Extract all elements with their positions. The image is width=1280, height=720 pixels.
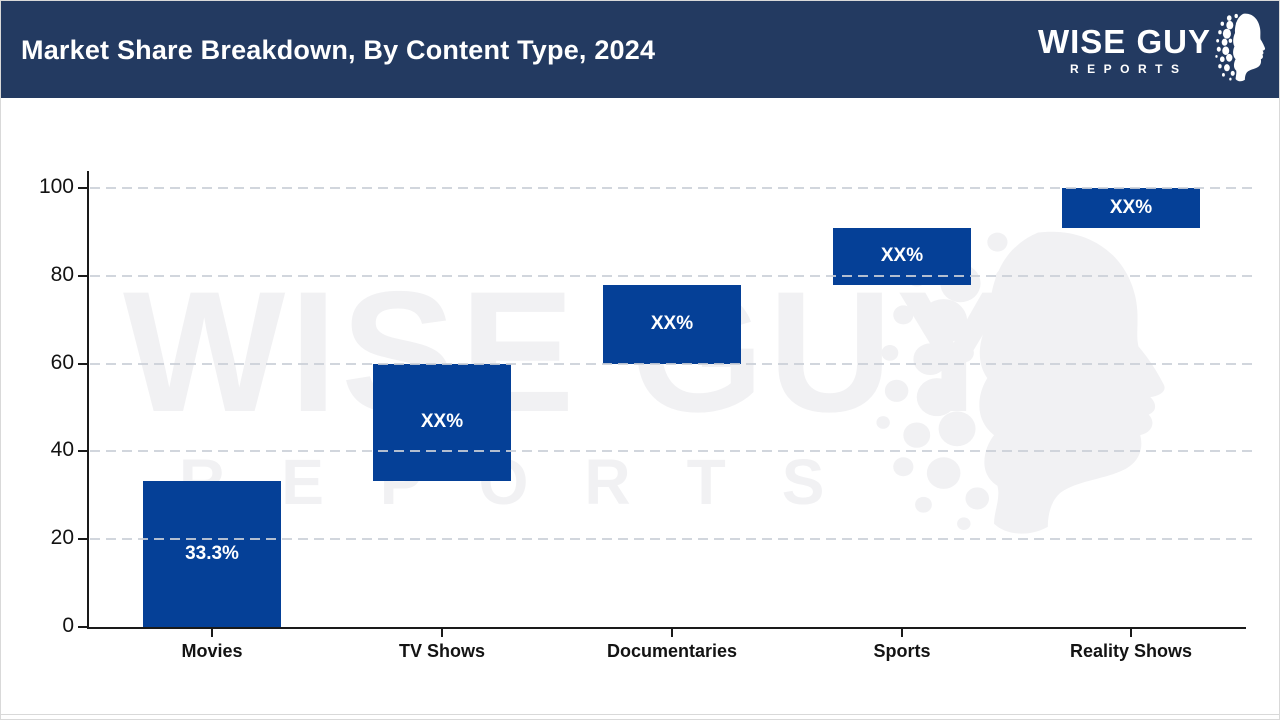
bar-movies: 33.3% (143, 480, 281, 627)
bar-reality-shows: XX% (1062, 188, 1200, 228)
gridline-40 (90, 450, 1256, 453)
y-tick-label-80: 80 (50, 262, 74, 286)
bar-value-label: XX% (880, 245, 924, 267)
brand-name: WISE GUY (1037, 22, 1211, 60)
bar-value-label: XX% (650, 313, 694, 335)
y-tick-label-40: 40 (50, 438, 74, 462)
bar-documentaries: XX% (603, 284, 741, 364)
x-tick-4 (1130, 629, 1132, 637)
x-tick-2 (671, 629, 673, 637)
gridline-100 (90, 187, 1256, 189)
y-tick-40 (78, 450, 87, 453)
y-tick-label-60: 60 (50, 350, 74, 374)
y-tick-20 (78, 538, 87, 541)
gridline-80 (90, 274, 1256, 277)
brand-logo: WISE GUY REPORTS (1038, 7, 1271, 93)
watermark-text-2: REPORTS (179, 446, 881, 518)
chart-plot-area: WISE GUY REPORTS 33.3% XX% XX% XX% XX% 0 20 40 6… (1, 98, 1279, 714)
x-tick-label-0: Movies (181, 641, 243, 661)
brand-logo-text: WISE GUY REPORTS (1038, 25, 1211, 76)
x-tick-label-1: TV Shows (398, 641, 485, 661)
y-tick-100 (78, 187, 87, 189)
x-axis-line (87, 627, 1246, 629)
x-tick-3 (901, 629, 903, 637)
y-tick-label-0: 0 (62, 614, 74, 637)
brand-subtitle: REPORTS (1069, 61, 1188, 76)
y-axis-line (87, 171, 89, 629)
bar-value-label: XX% (420, 411, 464, 433)
bottom-divider (1, 714, 1279, 715)
y-tick-label-100: 100 (38, 175, 74, 198)
bar-value-label: 33.3% (185, 542, 239, 564)
x-tick-label-3: Sports (873, 641, 931, 661)
bar-tv-shows: XX% (373, 363, 511, 481)
y-tick-label-20: 20 (50, 526, 74, 550)
x-tick-label-2: Documentaries (606, 641, 738, 661)
watermark-text-1: WISE GUY (123, 256, 1016, 448)
x-tick-1 (441, 629, 443, 637)
gridline-20 (90, 538, 1256, 541)
y-tick-80 (78, 274, 87, 277)
gridline-60 (90, 362, 1256, 365)
x-tick-0 (211, 629, 213, 637)
bar-value-label: XX% (1109, 196, 1153, 218)
y-tick-0 (78, 626, 87, 628)
dotted-head-icon (1215, 13, 1266, 82)
watermark-dotted-head-icon (876, 231, 1165, 534)
page-title: Market Share Breakdown, By Content Type,… (21, 35, 656, 65)
x-tick-label-4: Reality Shows (1069, 641, 1193, 661)
y-tick-60 (78, 362, 87, 365)
header-band: Market Share Breakdown, By Content Type,… (1, 1, 1279, 98)
